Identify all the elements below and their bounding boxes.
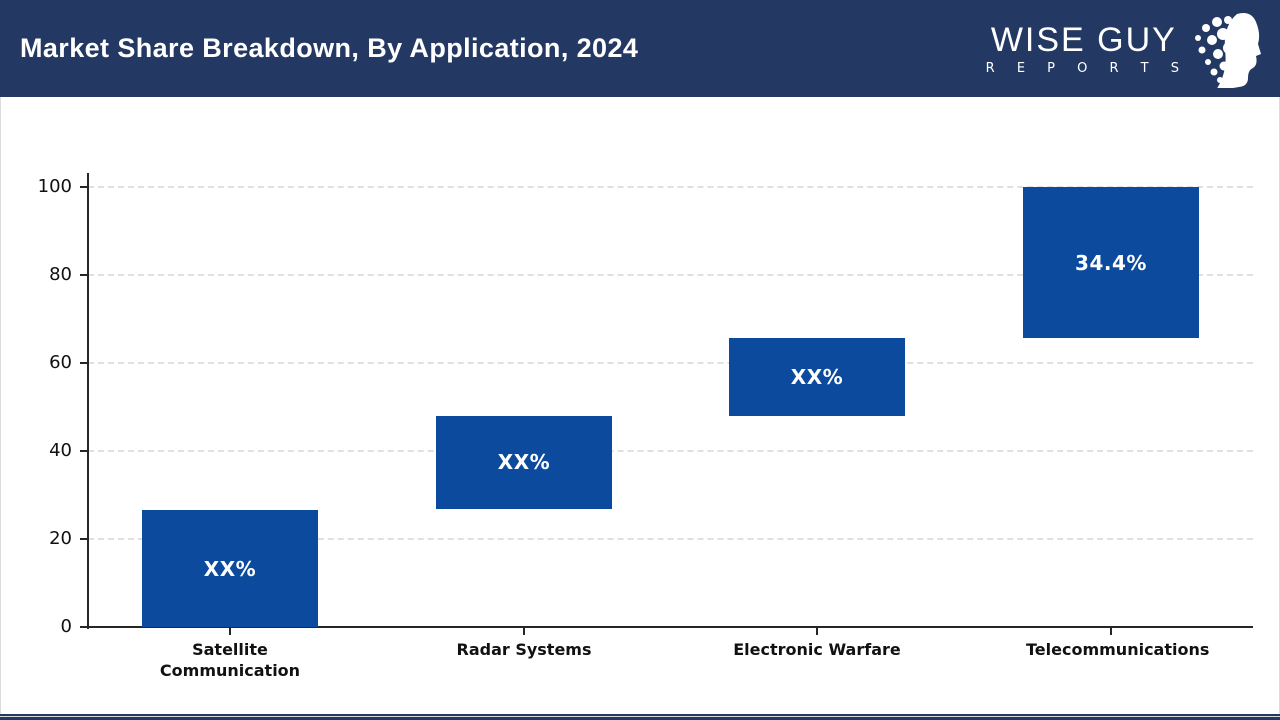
y-tick-mark [80,274,88,276]
x-axis-line [87,626,1253,628]
brand-logo-text: WISE GUY R E P O R T S [980,20,1188,77]
brand-head-icon [1195,13,1261,88]
x-category-label: Electronic Warfare [733,640,901,659]
brand-name: WISE GUY [990,20,1177,59]
y-tick-label: 100 [37,176,72,197]
x-tick-mark [1110,627,1112,635]
bar: 34.4% [1023,187,1199,339]
gridline [88,362,1253,364]
y-tick-mark [80,450,88,452]
y-axis-line [87,173,89,629]
y-tick-label: 60 [49,352,72,373]
bar-value-label: XX% [790,365,844,390]
header: Market Share Breakdown, By Application, … [0,0,1280,97]
gridline [88,274,1253,276]
bar: XX% [729,338,905,416]
page-title: Market Share Breakdown, By Application, … [20,33,639,63]
y-tick-mark [80,186,88,188]
gridline [88,186,1253,188]
brand-subtitle: R E P O R T S [985,61,1188,77]
y-tick-label: 0 [60,616,72,637]
bar: XX% [436,415,612,510]
y-tick-mark [80,538,88,540]
x-category-label: Satellite Communication [159,640,301,680]
y-tick-mark [80,626,88,628]
x-category-label: Radar Systems [456,640,592,659]
brand-logo: WISE GUY R E P O R T S [980,10,1262,88]
y-tick-label: 20 [49,528,72,549]
y-tick-label: 40 [49,440,72,461]
y-tick-mark [80,362,88,364]
x-category-label: Telecommunications [1026,640,1210,659]
gridline [88,538,1253,540]
footer-accent-bar [0,714,1280,720]
bar: XX% [142,510,318,627]
panel-bottom-border [0,716,1280,717]
bar-value-label: XX% [203,556,257,581]
x-tick-mark [523,627,525,635]
x-tick-mark [816,627,818,635]
x-tick-mark [229,627,231,635]
y-tick-label: 80 [49,264,72,285]
bar-value-label: 34.4% [1075,250,1147,275]
gridline [88,450,1253,452]
bar-value-label: XX% [497,450,551,475]
